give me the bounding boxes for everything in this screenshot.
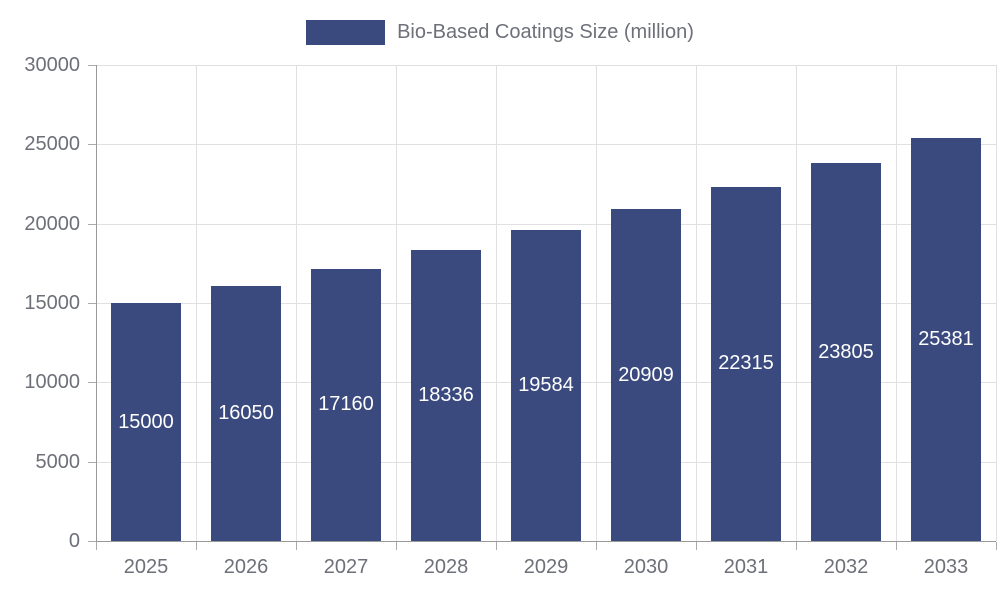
x-axis-tick [296,542,297,550]
x-axis-tick [996,542,997,550]
y-axis-tick [88,541,96,542]
x-tick-label: 2026 [223,556,269,578]
bar-value-label: 18336 [418,384,474,407]
gridline-vertical [396,65,397,541]
y-tick-label: 30000 [24,54,80,76]
y-tick-label: 5000 [35,450,81,473]
y-axis-tick [88,223,96,225]
y-tick-label: 10000 [24,371,80,394]
bar-2033: 25381 [911,138,981,541]
y-axis-tick [88,382,96,384]
gridline-vertical [196,65,197,541]
legend-swatch [306,19,386,45]
x-axis-line [88,541,996,542]
x-axis-tick [496,542,497,550]
bar-2028: 18336 [411,250,481,541]
x-axis-tick [96,542,97,550]
gridline-vertical [996,65,997,541]
x-axis-tick [196,542,197,550]
bar-value-label: 20909 [618,363,674,386]
bar-value-label: 17160 [318,393,374,416]
x-axis-tick [796,542,797,550]
bar-2026: 16050 [211,286,281,541]
x-axis-tick [896,542,897,550]
x-tick-label: 2025 [123,556,169,578]
y-axis-tick [88,303,96,304]
x-tick-label: 2030 [623,556,669,578]
gridline-vertical [696,65,697,541]
gridline-vertical [896,65,897,541]
bar-value-label: 15000 [118,410,174,433]
gridline-horizontal [96,65,996,66]
y-tick-label: 15000 [24,292,80,314]
gridline-horizontal [96,144,996,146]
bar-value-label: 22315 [718,352,774,375]
x-tick-label: 2032 [823,556,869,578]
bar-value-label: 16050 [218,402,274,425]
y-axis-tick [88,144,96,146]
bar-2029: 19584 [511,230,581,541]
bar-2030: 20909 [611,209,681,541]
x-axis-tick [396,542,397,550]
bar-2031: 22315 [711,186,781,541]
x-tick-label: 2028 [423,556,469,578]
bar-value-label: 23805 [818,340,874,363]
legend-label: Bio-Based Coatings Size (million) [397,21,694,43]
gridline-horizontal [96,223,996,225]
bar-2025: 15000 [111,303,181,541]
gridline-vertical [596,65,597,541]
gridline-vertical [496,65,497,541]
gridline-vertical [296,65,297,541]
x-axis-tick [696,542,697,550]
y-tick-label: 25000 [24,133,80,156]
x-axis-tick [596,542,597,550]
bar-value-label: 19584 [518,374,574,397]
y-tick-label: 0 [68,530,80,552]
y-tick-label: 20000 [24,212,80,235]
y-axis-tick [88,65,96,66]
x-tick-label: 2029 [523,556,569,578]
gridline-vertical [796,65,797,541]
legend[interactable]: Bio-Based Coatings Size (million) [0,19,1000,45]
x-tick-label: 2031 [723,556,769,578]
y-axis-line [96,65,97,549]
x-tick-label: 2027 [323,556,369,578]
y-axis-tick [88,461,96,463]
bar-value-label: 25381 [918,328,974,351]
x-tick-label: 2033 [923,556,969,578]
bar-2027: 17160 [311,268,381,541]
bar-2032: 23805 [811,163,881,541]
